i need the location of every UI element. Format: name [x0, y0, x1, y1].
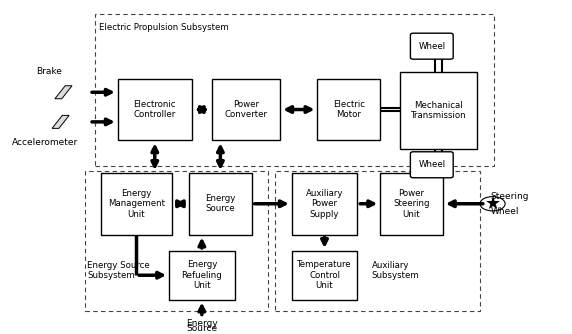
Text: Auxiliary
Power
Supply: Auxiliary Power Supply	[306, 189, 343, 219]
Text: Energy
Source: Energy Source	[205, 194, 236, 213]
Text: Power
Steering
Unit: Power Steering Unit	[394, 189, 430, 219]
Text: Wheel: Wheel	[418, 42, 446, 51]
Bar	[380, 173, 443, 234]
FancyBboxPatch shape	[410, 33, 453, 59]
Text: Electric Propulsion Subsystem: Electric Propulsion Subsystem	[99, 23, 229, 32]
FancyBboxPatch shape	[410, 152, 453, 178]
Text: Accelerometer: Accelerometer	[12, 139, 78, 148]
Text: Auxiliary
Subsystem: Auxiliary Subsystem	[372, 261, 419, 280]
Bar	[85, 171, 268, 311]
Bar	[118, 79, 192, 140]
Text: Brake: Brake	[36, 66, 62, 75]
Bar	[275, 171, 480, 311]
Text: Energy
Management
Unit: Energy Management Unit	[108, 189, 165, 219]
Polygon shape	[55, 86, 72, 99]
Text: Wheel: Wheel	[490, 207, 519, 216]
Bar	[169, 251, 235, 300]
Bar	[292, 251, 358, 300]
Text: Steering: Steering	[490, 191, 529, 200]
Text: Power
Converter: Power Converter	[225, 100, 268, 119]
Polygon shape	[52, 115, 69, 128]
Bar	[95, 14, 494, 166]
Text: Energy: Energy	[186, 319, 218, 328]
Bar	[101, 173, 172, 234]
Text: ★: ★	[484, 195, 500, 213]
Bar	[317, 79, 380, 140]
Text: Energy Source
Subsystem: Energy Source Subsystem	[88, 261, 150, 280]
Text: Mechanical
Transmission: Mechanical Transmission	[411, 101, 466, 120]
Text: Wheel: Wheel	[418, 160, 446, 169]
Bar	[189, 173, 252, 234]
Bar	[292, 173, 358, 234]
Bar	[400, 72, 477, 149]
Text: Source: Source	[186, 324, 217, 333]
Text: Temperature
Control
Unit: Temperature Control Unit	[297, 260, 352, 290]
Bar	[212, 79, 280, 140]
Text: Electronic
Controller: Electronic Controller	[133, 100, 176, 119]
Text: Energy
Refueling
Unit: Energy Refueling Unit	[181, 260, 222, 290]
Text: Electric
Motor: Electric Motor	[333, 100, 365, 119]
